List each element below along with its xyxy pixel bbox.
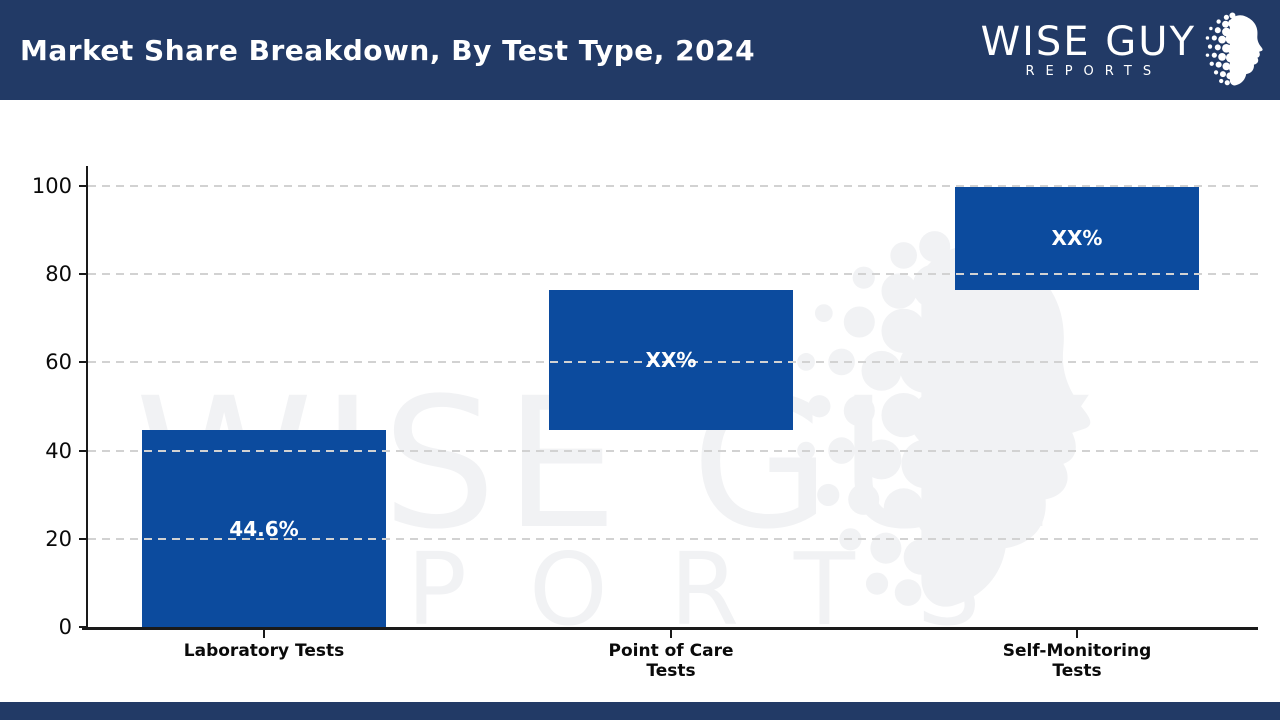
gridline-100 [88, 185, 1261, 187]
bar-self-monitoring-tests [955, 187, 1199, 290]
y-tick-20 [79, 537, 87, 540]
y-tick-label-100: 100 [31, 174, 72, 198]
y-tick-0 [79, 626, 87, 628]
x-tick-2 [670, 630, 672, 638]
bar-value-label-1: 44.6% [229, 516, 299, 541]
x-tick-3 [1076, 630, 1078, 638]
category-label-3: Self-Monitoring Tests [1002, 641, 1152, 681]
y-tick-label-40: 40 [45, 438, 72, 463]
logo-text: WISE GUY REPORTS [981, 22, 1196, 78]
logo-subtitle: REPORTS [1025, 64, 1163, 79]
y-tick-80 [79, 273, 87, 276]
chart-title: Market Share Breakdown, By Test Type, 20… [20, 33, 756, 67]
gridline-60 [88, 361, 1261, 364]
bar-point-of-care-tests [549, 289, 793, 431]
gridline-20 [88, 537, 1261, 540]
y-tick-100 [79, 185, 87, 187]
y-tick-label-60: 60 [45, 350, 72, 375]
gridline-40 [88, 449, 1261, 452]
y-tick-label-80: 80 [45, 262, 72, 287]
bar-value-label-3: XX% [1051, 226, 1103, 251]
bar-laboratory-tests [142, 430, 386, 627]
wise-guy-reports-logo: WISE GUY REPORTS [981, 10, 1266, 90]
y-tick-60 [79, 361, 87, 364]
y-tick-label-0: 0 [58, 615, 72, 639]
bar-value-label-2: XX% [645, 347, 697, 372]
category-label-2: Point of Care Tests [608, 641, 734, 681]
y-tick-40 [79, 449, 87, 452]
x-axis-line [82, 627, 1258, 630]
category-label-1: Laboratory Tests [183, 641, 345, 661]
footer-band [0, 702, 1280, 720]
x-tick-1 [263, 630, 265, 638]
y-axis-line [86, 166, 88, 629]
header-band: Market Share Breakdown, By Test Type, 20… [0, 0, 1280, 100]
gridline-80 [88, 273, 1261, 276]
logo-wordmark: WISE GUY [980, 19, 1196, 65]
y-tick-label-20: 20 [45, 526, 72, 551]
